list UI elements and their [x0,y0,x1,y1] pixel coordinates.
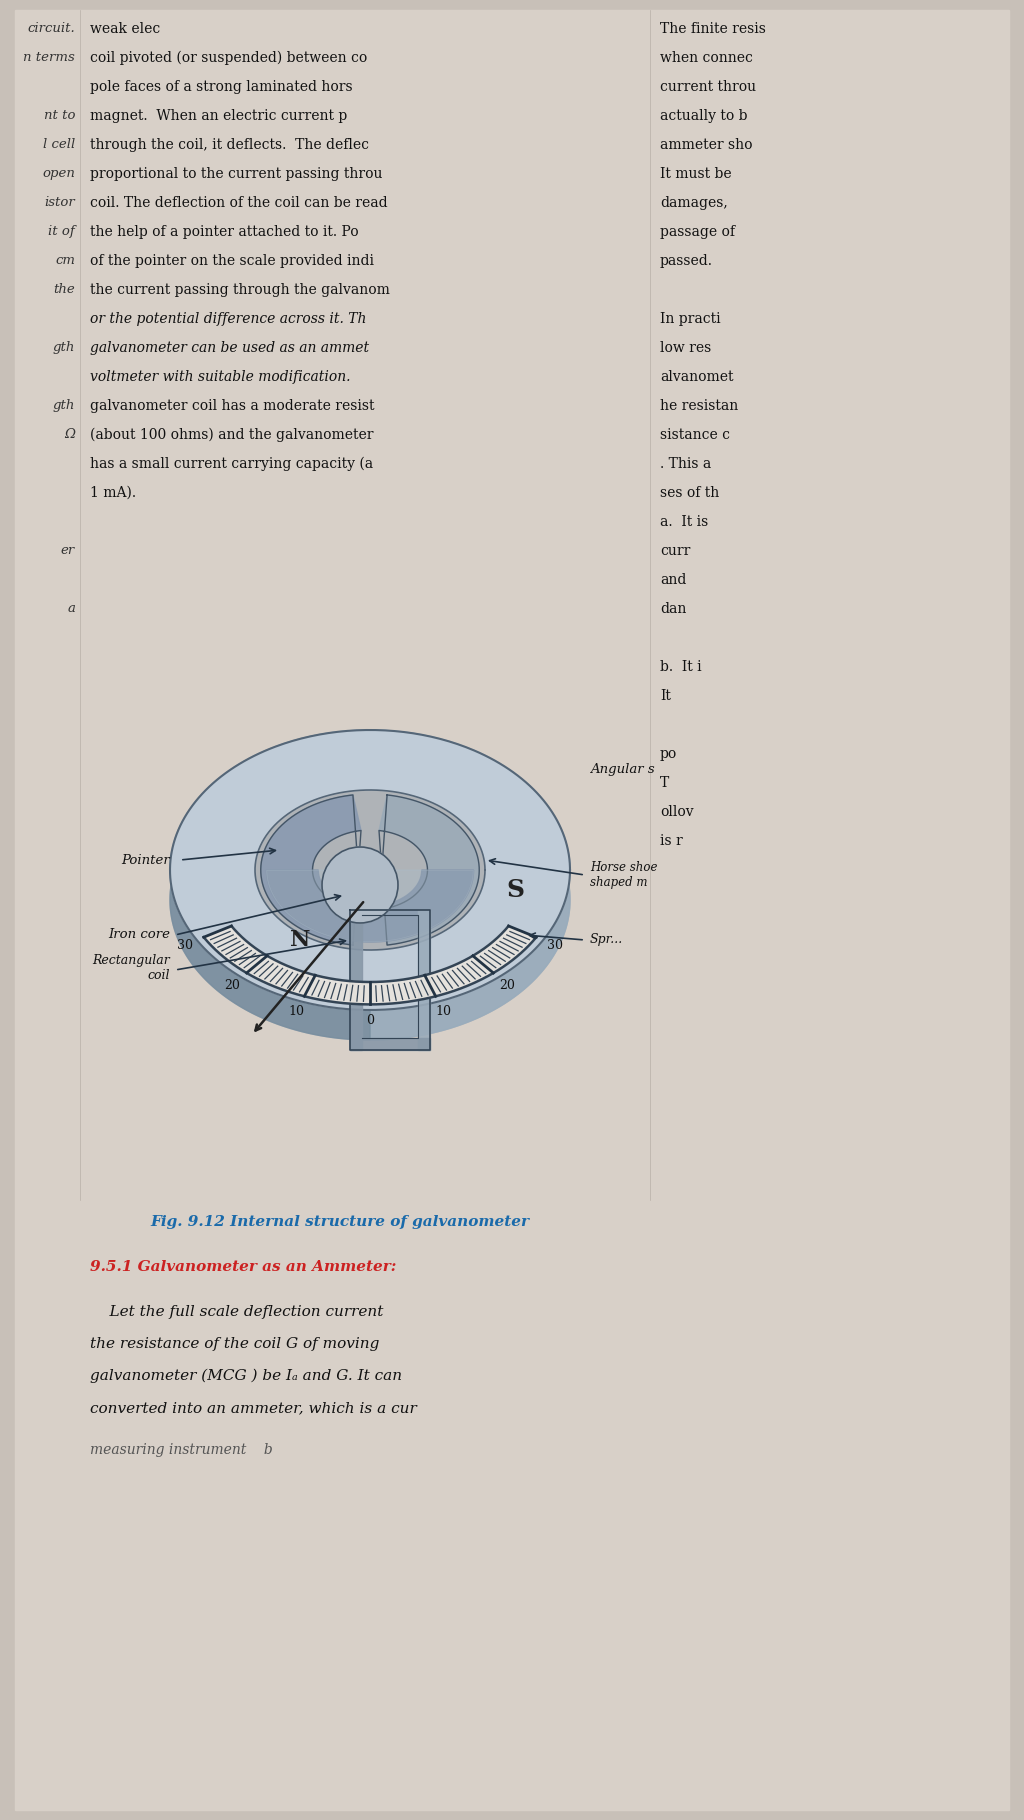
Text: weak elec: weak elec [90,22,160,36]
Text: sistance c: sistance c [660,428,730,442]
Text: low res: low res [660,340,712,355]
Text: Pointer: Pointer [121,854,170,866]
Text: actually to b: actually to b [660,109,748,124]
Text: po: po [660,746,677,761]
Text: the resistance of the coil G of moving: the resistance of the coil G of moving [90,1338,379,1350]
Text: coil pivoted (or suspended) between co: coil pivoted (or suspended) between co [90,51,368,66]
Text: open: open [42,167,75,180]
Polygon shape [204,926,537,1005]
Text: has a small current carrying capacity (a: has a small current carrying capacity (a [90,457,373,471]
Text: converted into an ammeter, which is a cur: converted into an ammeter, which is a cu… [90,1401,417,1414]
Text: 10: 10 [289,1005,305,1017]
Text: Spr...: Spr... [590,934,624,946]
Text: Ω: Ω [63,428,75,440]
Text: galvanometer coil has a moderate resist: galvanometer coil has a moderate resist [90,399,375,413]
Text: Iron core: Iron core [108,928,170,941]
Text: measuring instrument    b: measuring instrument b [90,1443,272,1458]
Text: pole faces of a strong laminated hors: pole faces of a strong laminated hors [90,80,352,95]
Text: n terms: n terms [24,51,75,64]
Text: magnet.  When an electric current p: magnet. When an electric current p [90,109,347,124]
Text: Rectangular
coil: Rectangular coil [92,954,170,983]
Text: curr: curr [660,544,690,559]
Text: In practi: In practi [660,311,721,326]
Circle shape [322,846,398,923]
Text: circuit.: circuit. [28,22,75,35]
Polygon shape [266,870,473,943]
Text: 0: 0 [366,1014,374,1026]
Text: coil. The deflection of the coil can be read: coil. The deflection of the coil can be … [90,197,388,209]
Polygon shape [261,795,361,945]
Text: The finite resis: The finite resis [660,22,766,36]
Text: he resistan: he resistan [660,399,738,413]
Text: 30: 30 [177,939,193,952]
Text: ammeter sho: ammeter sho [660,138,753,153]
Text: l cell: l cell [43,138,75,151]
Text: the current passing through the galvanom: the current passing through the galvanom [90,282,390,297]
Text: Fig. 9.12 Internal structure of galvanometer: Fig. 9.12 Internal structure of galvanom… [151,1216,529,1228]
Text: gth: gth [52,340,75,355]
Text: passed.: passed. [660,255,713,268]
Text: the help of a pointer attached to it. Po: the help of a pointer attached to it. Po [90,226,358,238]
Text: 9.5.1 Galvanometer as an Ammeter:: 9.5.1 Galvanometer as an Ammeter: [90,1259,396,1274]
Text: b.  It i: b. It i [660,661,701,673]
Text: It must be: It must be [660,167,731,180]
Text: 30: 30 [548,939,563,952]
Text: voltmeter with suitable modification.: voltmeter with suitable modification. [90,369,350,384]
Polygon shape [418,910,430,1050]
Text: a.  It is: a. It is [660,515,709,530]
Text: 20: 20 [500,979,515,992]
Text: damages,: damages, [660,197,728,209]
Text: it of: it of [48,226,75,238]
Text: istor: istor [44,197,75,209]
Polygon shape [370,730,570,1039]
Text: when connec: when connec [660,51,753,66]
Text: galvanometer (MCG ) be Iₐ and G. It can: galvanometer (MCG ) be Iₐ and G. It can [90,1369,402,1383]
Polygon shape [170,730,370,1039]
Text: It: It [660,690,671,703]
Text: or the potential difference across it. Th: or the potential difference across it. T… [90,311,367,326]
Text: and: and [660,573,686,588]
Text: current throu: current throu [660,80,756,95]
Text: ollov: ollov [660,804,693,819]
Text: Angular s: Angular s [590,764,654,777]
Polygon shape [170,761,570,1039]
Text: 10: 10 [435,1005,452,1017]
Text: Horse shoe
shaped m: Horse shoe shaped m [590,861,657,888]
Text: alvanomet: alvanomet [660,369,733,384]
Polygon shape [350,910,362,1050]
Text: the: the [53,282,75,297]
Text: gth: gth [52,399,75,411]
Text: ses of th: ses of th [660,486,719,501]
Text: nt to: nt to [43,109,75,122]
Text: proportional to the current passing throu: proportional to the current passing thro… [90,167,383,180]
Text: of the pointer on the scale provided indi: of the pointer on the scale provided ind… [90,255,374,268]
Text: galvanometer can be used as an ammet: galvanometer can be used as an ammet [90,340,369,355]
Polygon shape [266,870,473,943]
Text: cm: cm [55,255,75,268]
Text: 20: 20 [224,979,241,992]
Text: passage of: passage of [660,226,735,238]
Text: a: a [68,602,75,615]
Text: through the coil, it deflects.  The deflec: through the coil, it deflects. The defle… [90,138,369,153]
Polygon shape [350,1037,430,1050]
Text: Let the full scale deflection current: Let the full scale deflection current [90,1305,383,1320]
Text: (about 100 ohms) and the galvanometer: (about 100 ohms) and the galvanometer [90,428,374,442]
Text: 1 mA).: 1 mA). [90,486,136,501]
Text: . This a: . This a [660,457,712,471]
Text: T: T [660,775,670,790]
Text: is r: is r [660,834,683,848]
Text: dan: dan [660,602,686,615]
Polygon shape [379,795,479,945]
Text: er: er [60,544,75,557]
Text: S: S [506,877,524,903]
Text: N: N [290,928,310,952]
Polygon shape [170,730,570,1010]
